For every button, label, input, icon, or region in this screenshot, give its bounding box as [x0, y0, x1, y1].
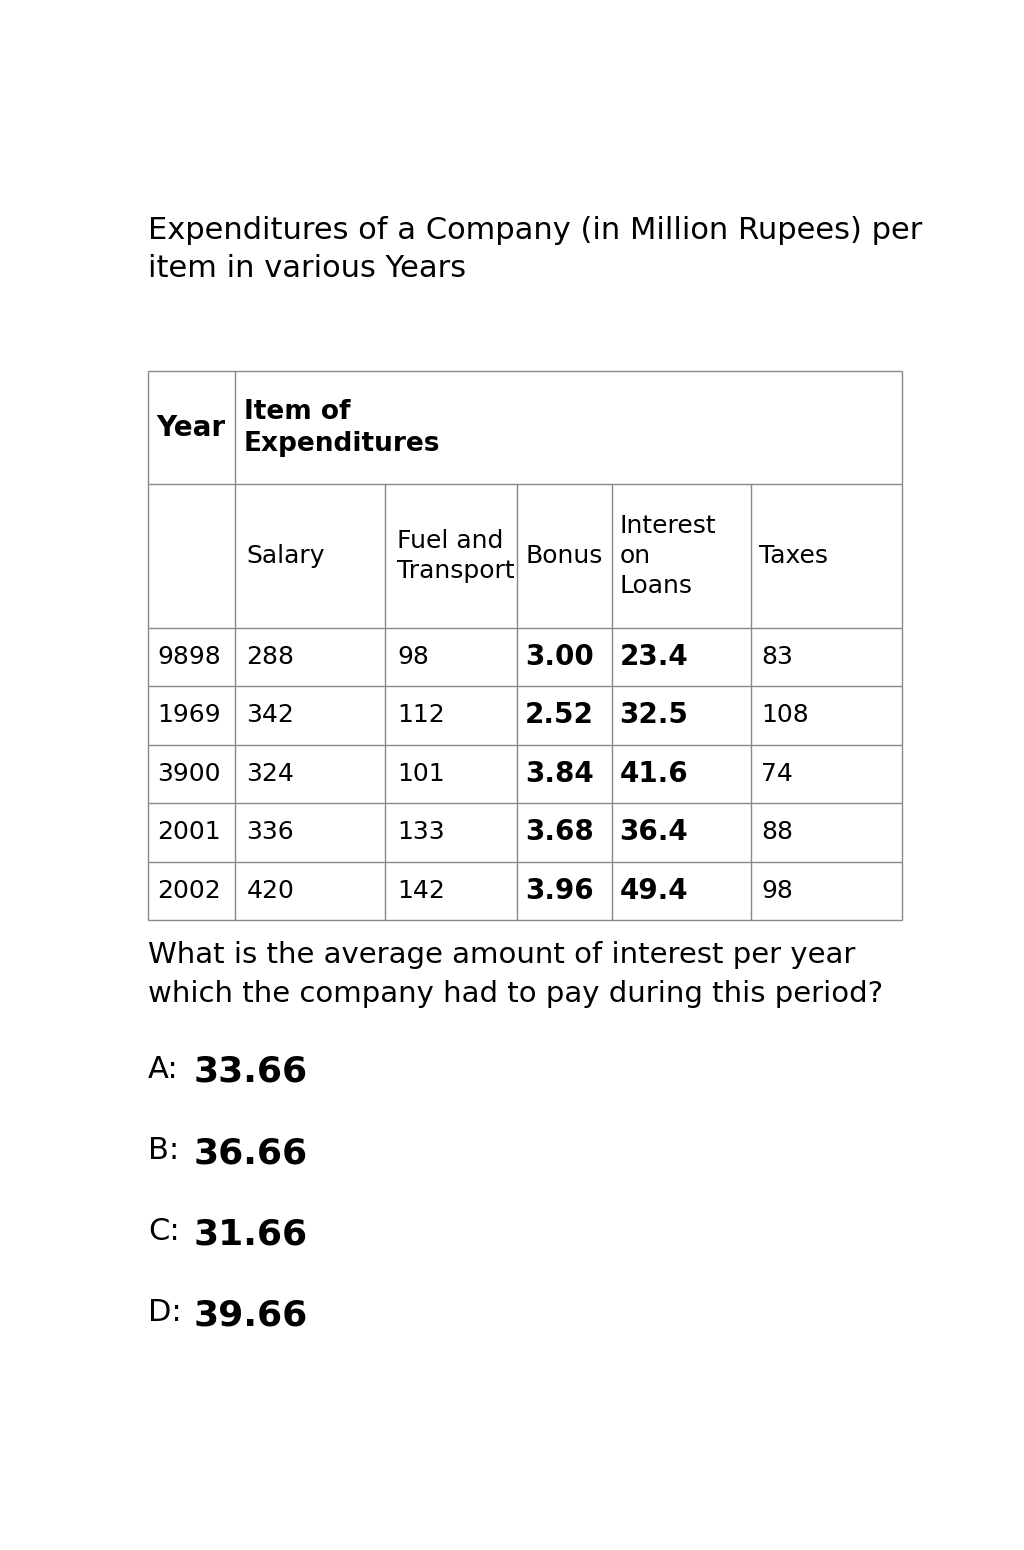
Text: 32.5: 32.5 [620, 701, 688, 730]
Text: 108: 108 [761, 704, 809, 727]
Text: Bonus: Bonus [525, 544, 602, 567]
Text: 142: 142 [397, 879, 445, 902]
Text: 41.6: 41.6 [620, 760, 688, 787]
Text: Year: Year [157, 414, 225, 442]
Text: A:: A: [147, 1056, 178, 1083]
Text: 98: 98 [761, 879, 794, 902]
Text: Taxes: Taxes [759, 544, 828, 567]
Text: 101: 101 [397, 761, 444, 786]
Text: Expenditures of a Company (in Million Rupees) per
item in various Years: Expenditures of a Company (in Million Ru… [147, 215, 923, 284]
Text: 336: 336 [247, 820, 294, 845]
Text: 3.68: 3.68 [525, 818, 594, 846]
Text: Salary: Salary [247, 544, 325, 567]
Text: 49.4: 49.4 [620, 877, 688, 905]
Text: Item of
Expenditures: Item of Expenditures [244, 398, 440, 457]
Text: 36.4: 36.4 [620, 818, 688, 846]
Text: 133: 133 [397, 820, 444, 845]
Text: 324: 324 [247, 761, 294, 786]
Text: 3.84: 3.84 [525, 760, 594, 787]
Text: 3.96: 3.96 [525, 877, 594, 905]
Text: 3900: 3900 [158, 761, 221, 786]
Text: 3.00: 3.00 [525, 643, 594, 671]
Text: 83: 83 [761, 645, 794, 670]
Text: 36.66: 36.66 [194, 1136, 308, 1170]
Text: 2.52: 2.52 [525, 701, 594, 730]
Text: 31.66: 31.66 [194, 1217, 308, 1251]
Text: 74: 74 [761, 761, 794, 786]
Text: 39.66: 39.66 [194, 1299, 308, 1333]
Text: 88: 88 [761, 820, 794, 845]
Text: 2002: 2002 [158, 879, 221, 902]
Text: D:: D: [147, 1299, 181, 1327]
Text: 420: 420 [247, 879, 294, 902]
Text: 2001: 2001 [158, 820, 221, 845]
Text: 33.66: 33.66 [194, 1056, 308, 1088]
Text: 23.4: 23.4 [620, 643, 688, 671]
Text: What is the average amount of interest per year
which the company had to pay dur: What is the average amount of interest p… [147, 941, 883, 1009]
Text: 112: 112 [397, 704, 445, 727]
Text: B:: B: [147, 1136, 179, 1166]
Text: 342: 342 [247, 704, 294, 727]
Text: 1969: 1969 [158, 704, 221, 727]
Text: Fuel and
Transport: Fuel and Transport [397, 529, 515, 583]
Text: 288: 288 [247, 645, 295, 670]
Text: C:: C: [147, 1217, 179, 1246]
Text: 98: 98 [397, 645, 429, 670]
Text: Interest
on
Loans: Interest on Loans [620, 515, 716, 598]
Text: 9898: 9898 [158, 645, 221, 670]
